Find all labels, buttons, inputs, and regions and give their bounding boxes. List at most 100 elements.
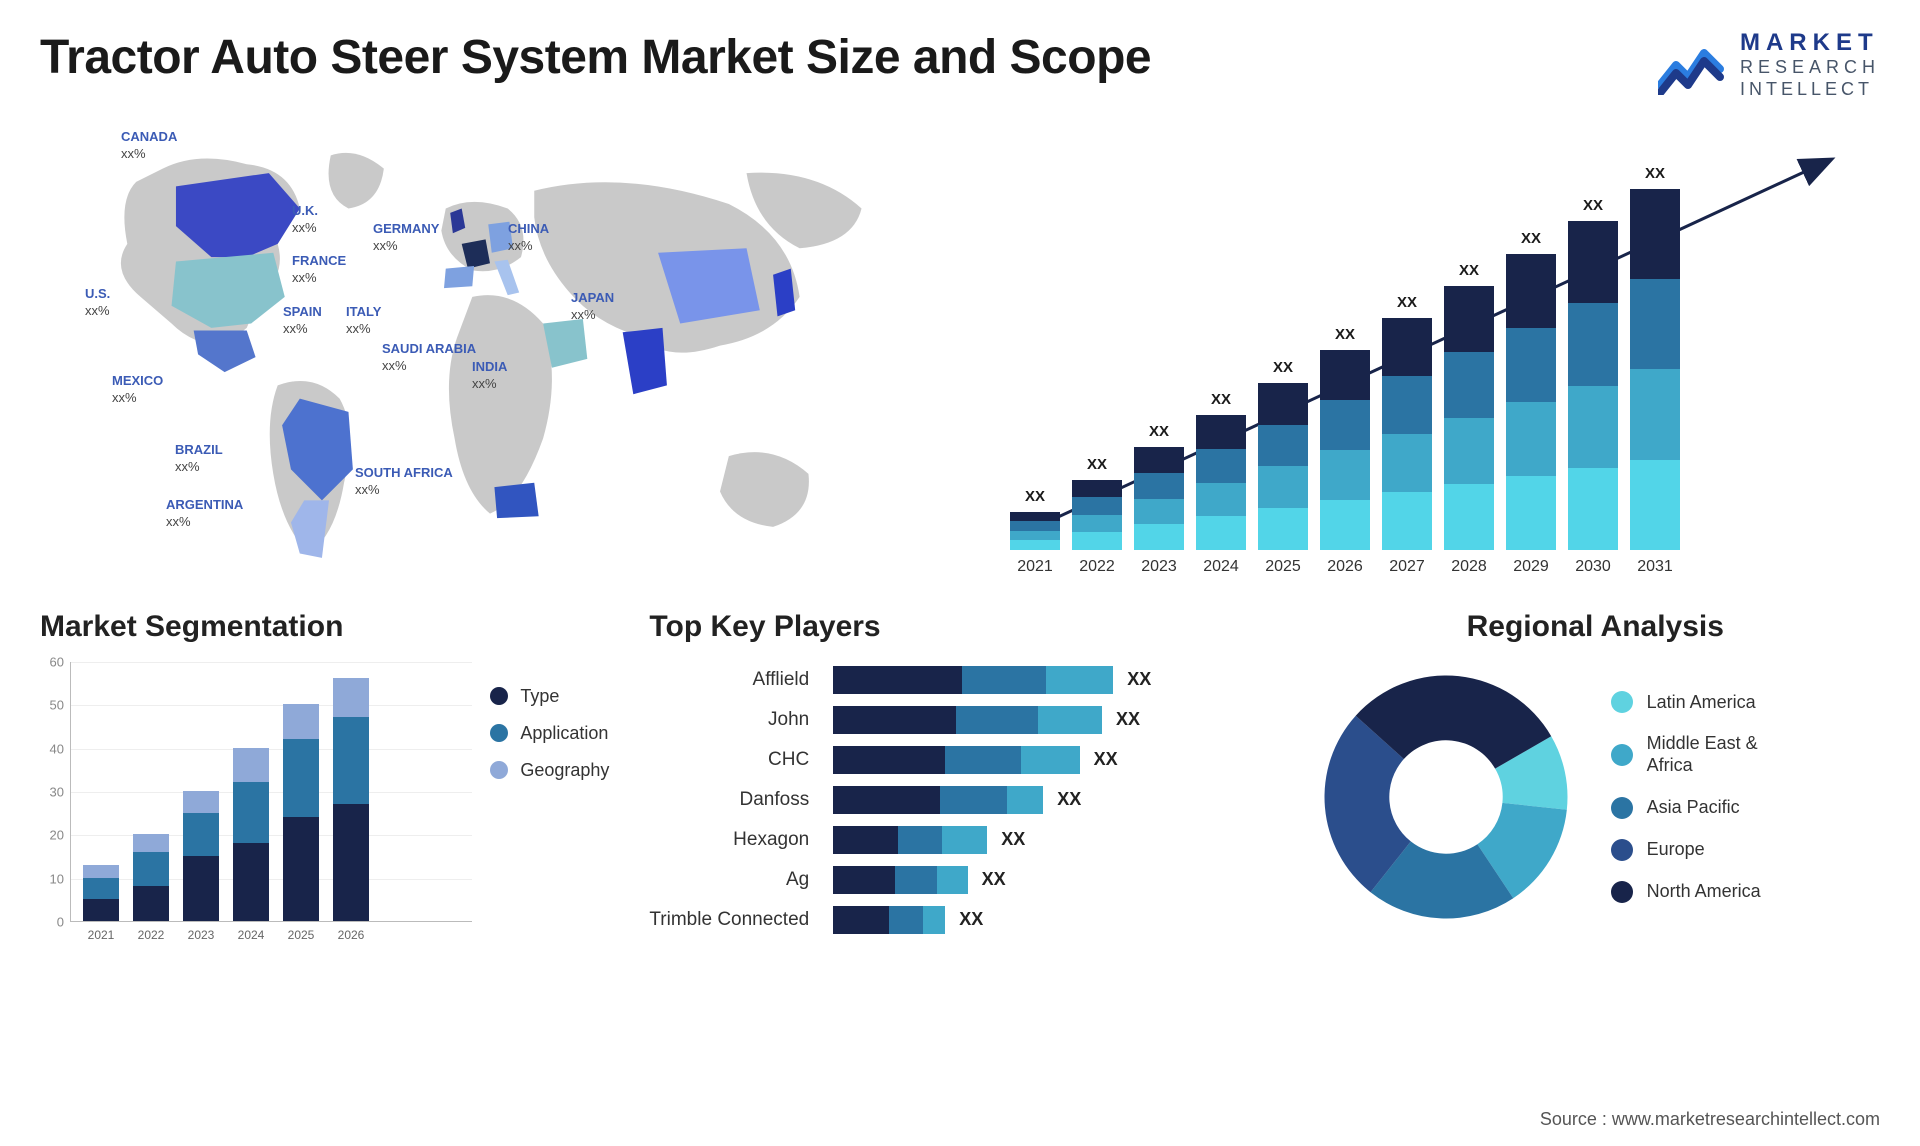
logo-line1: MARKET bbox=[1740, 30, 1880, 56]
seg-cat-2024: 2024 bbox=[238, 928, 265, 942]
player-bar-chc: XX bbox=[833, 746, 1270, 774]
growth-value-2023: XX bbox=[1134, 423, 1184, 440]
bottom-row: Market Segmentation 0102030405060 202120… bbox=[40, 610, 1880, 942]
logo-line2: RESEARCH bbox=[1740, 58, 1880, 78]
growth-cat-2021: 2021 bbox=[1010, 558, 1060, 576]
map-label-uk: U.K.xx% bbox=[292, 203, 318, 235]
map-country-mexico bbox=[194, 331, 256, 373]
growth-bar-2021: XX bbox=[1010, 512, 1060, 550]
regional-title: Regional Analysis bbox=[1311, 610, 1880, 644]
player-bar-ag: XX bbox=[833, 866, 1270, 894]
growth-bar-2030: XX bbox=[1568, 221, 1618, 550]
map-label-italy: ITALYxx% bbox=[346, 304, 381, 336]
seg-cat-2021: 2021 bbox=[88, 928, 115, 942]
player-label-chc: CHC bbox=[768, 746, 809, 774]
player-value: XX bbox=[1127, 669, 1151, 690]
map-label-us: U.S.xx% bbox=[85, 286, 110, 318]
map-country-southafrica bbox=[494, 483, 538, 518]
player-value: XX bbox=[959, 909, 983, 930]
player-bar-danfoss: XX bbox=[833, 786, 1270, 814]
players-panel: Top Key Players Afflield John CHC Danfoss He… bbox=[649, 610, 1270, 942]
map-label-brazil: BRAZILxx% bbox=[175, 442, 223, 474]
map-label-southafrica: SOUTH AFRICAxx% bbox=[355, 465, 453, 497]
growth-value-2024: XX bbox=[1196, 391, 1246, 408]
map-label-saudiarabia: SAUDI ARABIAxx% bbox=[382, 341, 476, 373]
map-country-spain bbox=[444, 266, 474, 288]
segmentation-panel: Market Segmentation 0102030405060 202120… bbox=[40, 610, 609, 942]
player-bar-trimbleconnected: XX bbox=[833, 906, 1270, 934]
player-label-john: John bbox=[768, 706, 809, 734]
growth-value-2029: XX bbox=[1506, 230, 1556, 247]
growth-value-2028: XX bbox=[1444, 262, 1494, 279]
players-title: Top Key Players bbox=[649, 610, 1270, 644]
map-label-germany: GERMANYxx% bbox=[373, 221, 439, 253]
player-label-trimbleconnected: Trimble Connected bbox=[649, 906, 809, 934]
regional-legend-asiapacific: Asia Pacific bbox=[1611, 797, 1797, 819]
header: Tractor Auto Steer System Market Size an… bbox=[40, 30, 1880, 100]
player-bar-afflield: XX bbox=[833, 666, 1270, 694]
growth-bar-2023: XX bbox=[1134, 447, 1184, 550]
player-value: XX bbox=[1094, 749, 1118, 770]
player-label-afflield: Afflield bbox=[753, 666, 810, 694]
growth-cat-2027: 2027 bbox=[1382, 558, 1432, 576]
player-label-danfoss: Danfoss bbox=[740, 786, 810, 814]
source-citation: Source : www.marketresearchintellect.com bbox=[1540, 1109, 1880, 1130]
logo-icon bbox=[1658, 35, 1728, 95]
growth-bar-2025: XX bbox=[1258, 383, 1308, 550]
top-row: CANADAxx%U.S.xx%MEXICOxx%BRAZILxx%ARGENT… bbox=[40, 120, 1880, 580]
map-label-china: CHINAxx% bbox=[508, 221, 549, 253]
map-country-india bbox=[623, 328, 667, 394]
player-label-hexagon: Hexagon bbox=[733, 826, 809, 854]
growth-cat-2031: 2031 bbox=[1630, 558, 1680, 576]
growth-bar-2031: XX bbox=[1630, 189, 1680, 550]
seg-cat-2023: 2023 bbox=[188, 928, 215, 942]
player-bar-john: XX bbox=[833, 706, 1270, 734]
seg-cat-2025: 2025 bbox=[288, 928, 315, 942]
growth-value-2025: XX bbox=[1258, 359, 1308, 376]
map-label-japan: JAPANxx% bbox=[571, 290, 614, 322]
seg-legend-type: Type bbox=[490, 686, 609, 707]
map-label-india: INDIAxx% bbox=[472, 359, 507, 391]
growth-chart: XXXXXXXXXXXXXXXXXXXXXX 20212022202320242… bbox=[980, 120, 1880, 580]
brand-logo: MARKET RESEARCH INTELLECT bbox=[1658, 30, 1880, 100]
growth-cat-2024: 2024 bbox=[1196, 558, 1246, 576]
growth-cat-2023: 2023 bbox=[1134, 558, 1184, 576]
growth-value-2030: XX bbox=[1568, 197, 1618, 214]
page-title: Tractor Auto Steer System Market Size an… bbox=[40, 30, 1151, 85]
seg-legend-geography: Geography bbox=[490, 760, 609, 781]
player-label-ag: Ag bbox=[786, 866, 809, 894]
growth-bar-2026: XX bbox=[1320, 350, 1370, 550]
growth-cat-2030: 2030 bbox=[1568, 558, 1618, 576]
growth-value-2022: XX bbox=[1072, 456, 1122, 473]
regional-legend: Latin America Middle East & Africa Asia Pa… bbox=[1611, 691, 1797, 902]
growth-cat-2026: 2026 bbox=[1320, 558, 1370, 576]
growth-value-2031: XX bbox=[1630, 165, 1680, 182]
segmentation-legend: TypeApplicationGeography bbox=[490, 662, 609, 942]
regional-donut bbox=[1311, 662, 1581, 932]
segmentation-chart: 0102030405060 202120222023202420252026 bbox=[40, 662, 472, 942]
map-label-argentina: ARGENTINAxx% bbox=[166, 497, 243, 529]
regional-panel: Regional Analysis Latin America Middle Ea… bbox=[1311, 610, 1880, 942]
player-value: XX bbox=[1116, 709, 1140, 730]
map-country-italy bbox=[494, 260, 519, 295]
growth-value-2026: XX bbox=[1320, 326, 1370, 343]
map-label-mexico: MEXICOxx% bbox=[112, 373, 163, 405]
growth-bar-2029: XX bbox=[1506, 254, 1556, 550]
source-value: www.marketresearchintellect.com bbox=[1612, 1109, 1880, 1129]
regional-legend-northamerica: North America bbox=[1611, 881, 1797, 903]
map-label-spain: SPAINxx% bbox=[283, 304, 322, 336]
growth-bar-2028: XX bbox=[1444, 286, 1494, 550]
regional-legend-middleeastafrica: Middle East & Africa bbox=[1611, 733, 1797, 776]
regional-legend-latinamerica: Latin America bbox=[1611, 691, 1797, 713]
growth-cat-2025: 2025 bbox=[1258, 558, 1308, 576]
growth-cat-2029: 2029 bbox=[1506, 558, 1556, 576]
player-value: XX bbox=[1001, 829, 1025, 850]
seg-cat-2022: 2022 bbox=[138, 928, 165, 942]
player-bar-hexagon: XX bbox=[833, 826, 1270, 854]
growth-value-2021: XX bbox=[1010, 488, 1060, 505]
players-chart: Afflield John CHC Danfoss Hexagon Ag Trimble C… bbox=[649, 662, 1270, 934]
growth-value-2027: XX bbox=[1382, 294, 1432, 311]
growth-bar-2022: XX bbox=[1072, 480, 1122, 550]
seg-cat-2026: 2026 bbox=[338, 928, 365, 942]
growth-cat-2022: 2022 bbox=[1072, 558, 1122, 576]
